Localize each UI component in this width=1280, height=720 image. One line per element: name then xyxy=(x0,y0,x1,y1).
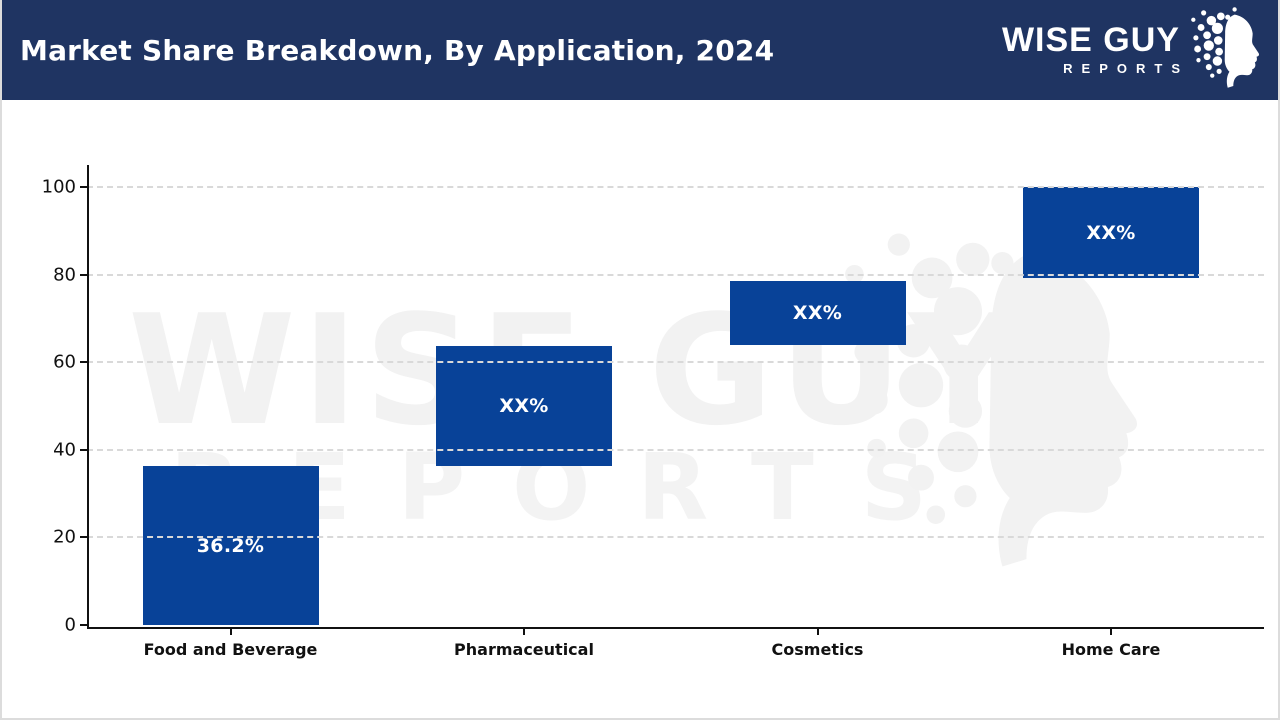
y-tick-mark xyxy=(80,624,87,626)
x-tick-mark xyxy=(816,629,819,635)
page-title: Market Share Breakdown, By Application, … xyxy=(20,33,775,67)
x-tick-mark xyxy=(229,629,232,635)
bar-value-label: 36.2% xyxy=(196,534,265,557)
bar-segment: XX% xyxy=(729,280,906,346)
bar-value-label: XX% xyxy=(1086,221,1136,244)
y-tick-label: 100 xyxy=(41,176,76,198)
x-category-label: Pharmaceutical xyxy=(454,640,594,659)
logo-line2: REPORTS xyxy=(1063,60,1189,76)
y-tick-label: 40 xyxy=(53,439,76,461)
bar-segment: 36.2% xyxy=(142,466,319,625)
header: Market Share Breakdown, By Application, … xyxy=(0,0,1280,100)
x-axis-line xyxy=(87,627,1264,629)
bar-segment: XX% xyxy=(436,345,612,467)
y-tick-mark xyxy=(80,448,87,451)
y-tick-mark xyxy=(80,361,87,364)
x-tick-mark xyxy=(523,629,525,635)
gridline-20 xyxy=(87,536,1264,539)
y-tick-mark xyxy=(80,536,87,539)
gridline-80 xyxy=(87,273,1264,276)
y-tick-mark xyxy=(80,186,87,188)
y-tick-label: 60 xyxy=(53,351,76,373)
x-category-label: Food and Beverage xyxy=(143,640,318,659)
y-axis-line xyxy=(87,165,89,629)
gridline-40 xyxy=(87,448,1264,451)
bar-segment: XX% xyxy=(1023,187,1199,279)
x-category-label: Home Care xyxy=(1061,640,1161,659)
y-tick-label: 80 xyxy=(53,264,76,286)
y-tick-label: 20 xyxy=(53,526,76,548)
bar-value-label: XX% xyxy=(499,394,549,417)
gridline-60 xyxy=(87,361,1264,364)
bar-value-label: XX% xyxy=(792,301,843,324)
logo-line1: WISE GUY xyxy=(1001,21,1180,60)
y-tick-label: 0 xyxy=(64,614,76,636)
gridline-100 xyxy=(87,186,1264,188)
x-category-label: Cosmetics xyxy=(771,640,864,659)
logo-wordmark: WISE GUY REPORTS xyxy=(1001,21,1180,75)
chart-area: WISE GUY REPORTS 0 20 40 60 80 100 36.2% Food a… xyxy=(0,100,1280,720)
x-tick-mark xyxy=(1110,629,1112,635)
y-tick-mark xyxy=(80,273,87,276)
brand-logo: WISE GUY REPORTS xyxy=(1002,6,1270,92)
logo-head-icon xyxy=(1191,7,1260,88)
